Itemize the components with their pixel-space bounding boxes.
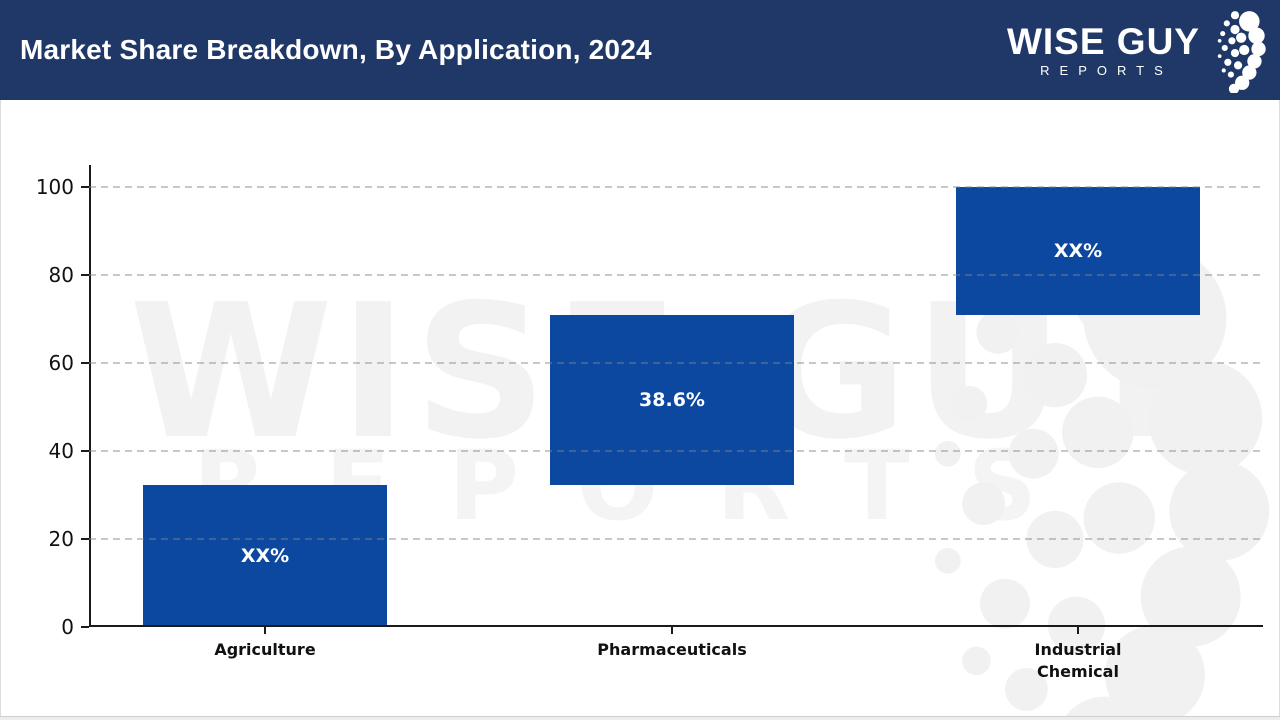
bar-value-label: XX% xyxy=(240,544,290,567)
wiseguy-face-icon xyxy=(1217,11,1266,93)
plot-area: 0 20 40 60 80 100 xyxy=(36,165,1263,681)
y-tick: 20 xyxy=(34,527,89,551)
y-tick-mark xyxy=(81,626,89,628)
y-axis-line xyxy=(89,165,91,627)
y-tick-label: 40 xyxy=(48,439,74,463)
y-tick-label: 20 xyxy=(48,527,74,551)
y-tick-mark xyxy=(81,450,89,452)
y-tick: 60 xyxy=(34,351,89,375)
bar-agriculture: XX% xyxy=(143,484,387,627)
logo-subtitle: REPORTS xyxy=(1040,63,1173,78)
y-tick-mark xyxy=(81,274,89,276)
x-tick-mark xyxy=(671,627,673,634)
y-tick-mark xyxy=(81,362,89,364)
y-tick-mark xyxy=(81,538,89,540)
y-tick: 100 xyxy=(34,175,89,199)
bar-industrial-chemical: XX% xyxy=(956,187,1200,316)
y-tick-label: 80 xyxy=(48,263,74,287)
gridline xyxy=(89,274,1263,276)
bottom-edge-strip xyxy=(0,716,1280,720)
x-category-label: Industrial Chemical xyxy=(1034,640,1122,681)
gridline xyxy=(89,186,1263,188)
x-category-label: Agriculture xyxy=(214,640,316,659)
logo-wordmark: WISE GUY REPORTS xyxy=(1007,23,1200,77)
y-tick-label: 100 xyxy=(35,175,74,199)
x-axis-line xyxy=(89,625,1263,627)
wiseguy-logo: WISE GUY REPORTS xyxy=(1007,7,1266,93)
bar-value-label: 38.6% xyxy=(639,388,705,411)
header-bar: Market Share Breakdown, By Application, … xyxy=(0,0,1280,100)
x-category-label: Pharmaceuticals xyxy=(597,640,747,659)
y-tick: 80 xyxy=(34,263,89,287)
x-tick-mark xyxy=(1077,627,1079,634)
gridline xyxy=(89,538,1263,540)
y-tick-mark xyxy=(81,186,89,188)
logo-title: WISE GUY xyxy=(1006,21,1200,62)
chart-area: WISE GUY REPORTS 0 20 xyxy=(0,100,1280,716)
bar-value-label: XX% xyxy=(1053,240,1103,263)
bar-pharmaceuticals: 38.6% xyxy=(550,315,794,485)
y-tick: 40 xyxy=(34,439,89,463)
page-title: Market Share Breakdown, By Application, … xyxy=(20,34,652,65)
y-tick: 0 xyxy=(34,615,89,639)
y-tick-label: 0 xyxy=(61,615,74,639)
x-tick-mark xyxy=(264,627,266,634)
gridline xyxy=(89,362,1263,364)
y-tick-label: 60 xyxy=(48,351,74,375)
gridline xyxy=(89,450,1263,452)
